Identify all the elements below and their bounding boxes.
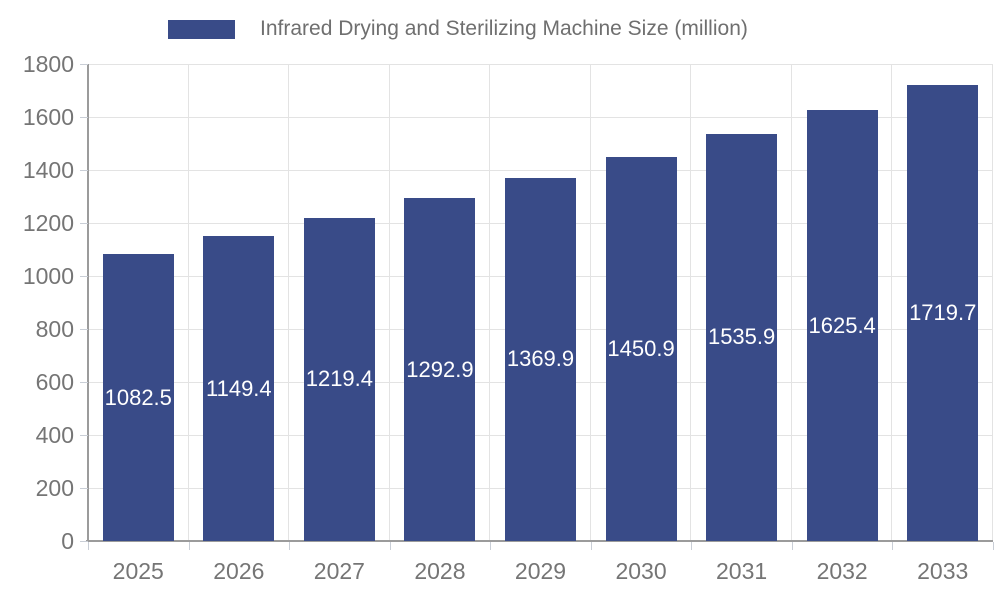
y-tick-mark	[80, 117, 88, 118]
y-tick-label: 400	[35, 422, 74, 448]
x-tick-mark	[188, 542, 190, 550]
x-gridline	[891, 64, 893, 541]
bar-value-label: 1535.9	[707, 324, 776, 350]
y-tick-mark	[80, 488, 88, 489]
x-tick-mark	[892, 542, 894, 550]
y-tick-label: 1400	[22, 157, 74, 183]
x-tick-label: 2032	[816, 558, 868, 584]
bar-2030[interactable]	[605, 156, 677, 541]
x-gridline	[589, 64, 591, 541]
y-gridline	[88, 117, 993, 118]
x-tick-mark	[791, 542, 793, 550]
x-tick-mark	[88, 542, 89, 550]
x-tick-mark	[490, 542, 492, 550]
x-tick-label: 2027	[313, 558, 365, 584]
y-tick-label: 1000	[22, 263, 74, 289]
y-tick-mark	[80, 382, 88, 383]
bar-2027[interactable]	[303, 217, 375, 541]
bar-2028[interactable]	[404, 198, 476, 541]
bar-2031[interactable]	[706, 133, 778, 541]
bar-value-label: 1292.9	[406, 356, 474, 382]
y-tick-label: 800	[35, 316, 74, 342]
x-tick-label: 2029	[514, 558, 567, 584]
y-tick-label: 1200	[22, 210, 74, 236]
y-tick-mark	[80, 170, 88, 171]
x-axis-line	[86, 540, 993, 542]
x-tick-mark	[993, 542, 994, 550]
x-tick-mark	[590, 542, 592, 550]
bar-value-label: 1149.4	[206, 375, 272, 401]
y-tick-label: 0	[61, 528, 74, 554]
bar-value-label: 1450.9	[607, 335, 675, 361]
legend-item[interactable]: Infrared Drying and Sterilizing Machine …	[168, 17, 748, 41]
x-tick-mark	[691, 542, 693, 550]
bar-value-label: 1625.4	[808, 312, 876, 338]
bar-value-label: 1219.4	[305, 366, 374, 392]
y-tick-label: 600	[35, 369, 74, 395]
y-gridline	[88, 170, 993, 171]
x-gridline	[790, 64, 792, 541]
x-tick-label: 2030	[615, 558, 667, 584]
y-tick-label: 200	[35, 475, 74, 501]
y-tick-label: 1600	[22, 104, 74, 130]
y-axis-line	[87, 64, 89, 541]
x-gridline	[489, 64, 491, 541]
x-tick-mark	[389, 542, 391, 550]
x-gridline	[388, 64, 390, 541]
y-tick-mark	[80, 276, 88, 277]
y-tick-mark	[80, 223, 88, 224]
y-tick-mark	[80, 435, 88, 436]
bar-2026[interactable]	[203, 236, 275, 541]
bar-value-label: 1369.9	[506, 346, 575, 372]
x-tick-label: 2031	[716, 558, 768, 584]
x-gridline	[187, 64, 189, 541]
legend-swatch[interactable]	[168, 19, 235, 39]
bar-2025[interactable]	[102, 254, 174, 541]
x-tick-label: 2026	[213, 558, 265, 584]
legend-label[interactable]: Infrared Drying and Sterilizing Machine …	[260, 17, 748, 40]
y-tick-mark	[80, 541, 88, 542]
bar-value-label: 1719.7	[909, 300, 977, 326]
bar-2029[interactable]	[505, 177, 576, 541]
bar-2033[interactable]	[907, 85, 979, 541]
y-tick-label: 1800	[22, 51, 74, 77]
x-tick-label: 2025	[112, 558, 164, 584]
bar-2032[interactable]	[806, 110, 878, 541]
y-tick-mark	[80, 329, 88, 330]
y-tick-mark	[80, 64, 88, 65]
x-tick-mark	[289, 542, 291, 550]
x-gridline	[992, 64, 993, 541]
x-tick-label: 2028	[414, 558, 466, 584]
y-gridline	[88, 64, 993, 65]
x-gridline	[288, 64, 290, 541]
x-tick-label: 2033	[917, 558, 969, 584]
bar-value-label: 1082.5	[104, 384, 172, 410]
x-gridline	[690, 64, 692, 541]
